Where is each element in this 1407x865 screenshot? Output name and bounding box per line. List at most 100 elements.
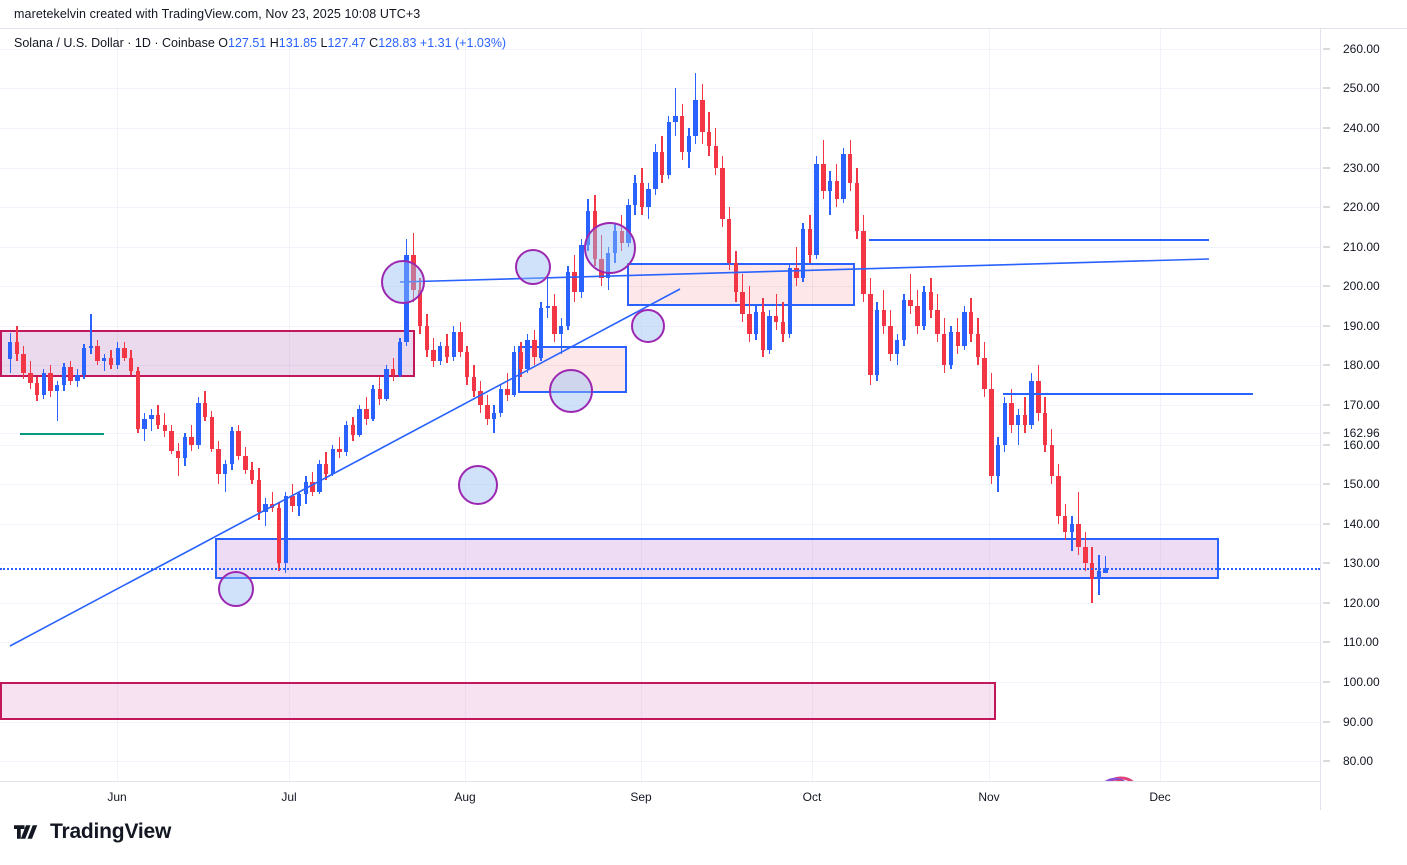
price-axis-label: 260.00 — [1343, 41, 1380, 56]
resistance-ray-upper[interactable] — [869, 238, 1209, 241]
candle-body — [659, 151, 665, 176]
time-axis[interactable]: Jun Jul Aug Sep Oct Nov Dec — [0, 781, 1320, 810]
candle-body — [552, 306, 557, 334]
candle-body — [841, 153, 846, 200]
candle-wick — [1017, 408, 1019, 445]
candle-body — [458, 331, 463, 352]
candle-wick — [547, 278, 549, 318]
candle-body — [498, 389, 503, 413]
candle-body — [962, 311, 967, 346]
axis-tick-mark — [1323, 523, 1330, 525]
time-axis-label: Jul — [281, 790, 297, 804]
candle-body — [848, 153, 853, 184]
axis-tick-mark — [1323, 483, 1330, 485]
candle-body — [135, 371, 141, 429]
marker-swing-3[interactable] — [584, 222, 636, 274]
candle-body — [975, 333, 981, 358]
candle-body — [512, 351, 517, 396]
candle-body — [149, 414, 154, 419]
axis-tick-mark — [1323, 364, 1330, 366]
candle-body — [8, 341, 13, 360]
axis-tick-mark — [1323, 444, 1330, 446]
demand-zone-current[interactable] — [215, 537, 1219, 580]
marker-swing-6[interactable] — [458, 465, 498, 505]
candle-body — [377, 389, 382, 400]
price-axis-label: 250.00 — [1343, 81, 1380, 96]
candle-body — [1063, 515, 1068, 532]
candle-body — [61, 367, 67, 386]
candle-body — [357, 408, 362, 435]
time-axis-label: Aug — [454, 790, 476, 804]
candle-body — [424, 325, 430, 350]
axis-tick-mark — [1323, 681, 1330, 683]
candle-body — [921, 292, 927, 326]
candle-wick — [150, 408, 152, 431]
candle-body — [807, 228, 813, 255]
candle-body — [901, 300, 907, 340]
grid-line-horizontal — [0, 721, 1320, 723]
resistance-ray-lower[interactable] — [1003, 393, 1253, 396]
axis-tick-mark — [1323, 602, 1330, 604]
candle-body — [323, 464, 329, 475]
candle-body — [41, 373, 46, 396]
candle-body — [290, 496, 295, 506]
marker-swing-7[interactable] — [218, 571, 254, 607]
candle-body — [34, 383, 40, 396]
candle-body — [854, 183, 860, 231]
candle-body — [397, 341, 403, 376]
green-level-line[interactable] — [20, 432, 104, 435]
candle-body — [518, 351, 524, 370]
demand-zone-lower[interactable] — [0, 682, 996, 720]
candle-body — [834, 181, 839, 200]
price-axis[interactable]: 128.83 16:51:26 260.00250.00240.00230.00… — [1320, 29, 1407, 810]
grid-line-horizontal — [0, 127, 1320, 129]
legend-exchange[interactable]: Coinbase — [161, 36, 215, 50]
candle-body — [948, 331, 954, 366]
marker-swing-4[interactable] — [631, 309, 665, 343]
candle-body — [256, 480, 262, 512]
marker-swing-1[interactable] — [381, 260, 425, 304]
candle-body — [1036, 381, 1041, 413]
candle-body — [283, 496, 288, 564]
legend-sep-2: · — [150, 36, 162, 50]
candle-wick — [1071, 515, 1073, 552]
candle-body — [982, 357, 987, 390]
candle-body — [653, 151, 658, 190]
candle-body — [727, 218, 732, 263]
candle-wick — [177, 442, 179, 477]
marker-swing-5[interactable] — [549, 369, 593, 413]
legend-change: +1.31 (+1.03%) — [419, 36, 507, 50]
tradingview-logo-icon — [14, 825, 38, 839]
candle-body — [1022, 414, 1028, 425]
candle-body — [673, 116, 678, 122]
candle-body — [243, 456, 248, 471]
candle-body — [532, 339, 537, 358]
candle-body — [955, 331, 960, 346]
candle-body — [229, 430, 235, 465]
candle-body — [565, 272, 571, 326]
axis-tick-mark — [1323, 48, 1330, 50]
time-axis-label: Oct — [802, 790, 822, 804]
candle-body — [95, 345, 100, 362]
candle-body — [1083, 547, 1088, 564]
candle-body — [182, 436, 188, 459]
grid-line-horizontal — [0, 207, 1320, 209]
candle-body — [1056, 476, 1061, 516]
legend-interval[interactable]: 1D — [134, 36, 151, 50]
candle-body — [202, 403, 208, 417]
candle-body — [995, 444, 1001, 477]
candle-body — [364, 408, 369, 419]
candle-wick — [338, 436, 341, 459]
legend-symbol[interactable]: Solana / U.S. Dollar — [14, 36, 124, 50]
marker-swing-2[interactable] — [515, 249, 551, 285]
candle-body — [968, 311, 974, 334]
usa-flag-sticker-icon[interactable] — [1089, 770, 1147, 781]
candle-body — [733, 262, 739, 293]
chart-plot-area[interactable] — [0, 29, 1320, 781]
candle-body — [444, 345, 450, 358]
candle-wick — [909, 274, 912, 314]
candle-body — [538, 308, 544, 358]
axis-tick-mark — [1323, 760, 1330, 762]
price-axis-label: 170.00 — [1343, 398, 1380, 412]
grid-line-horizontal — [0, 484, 1320, 486]
